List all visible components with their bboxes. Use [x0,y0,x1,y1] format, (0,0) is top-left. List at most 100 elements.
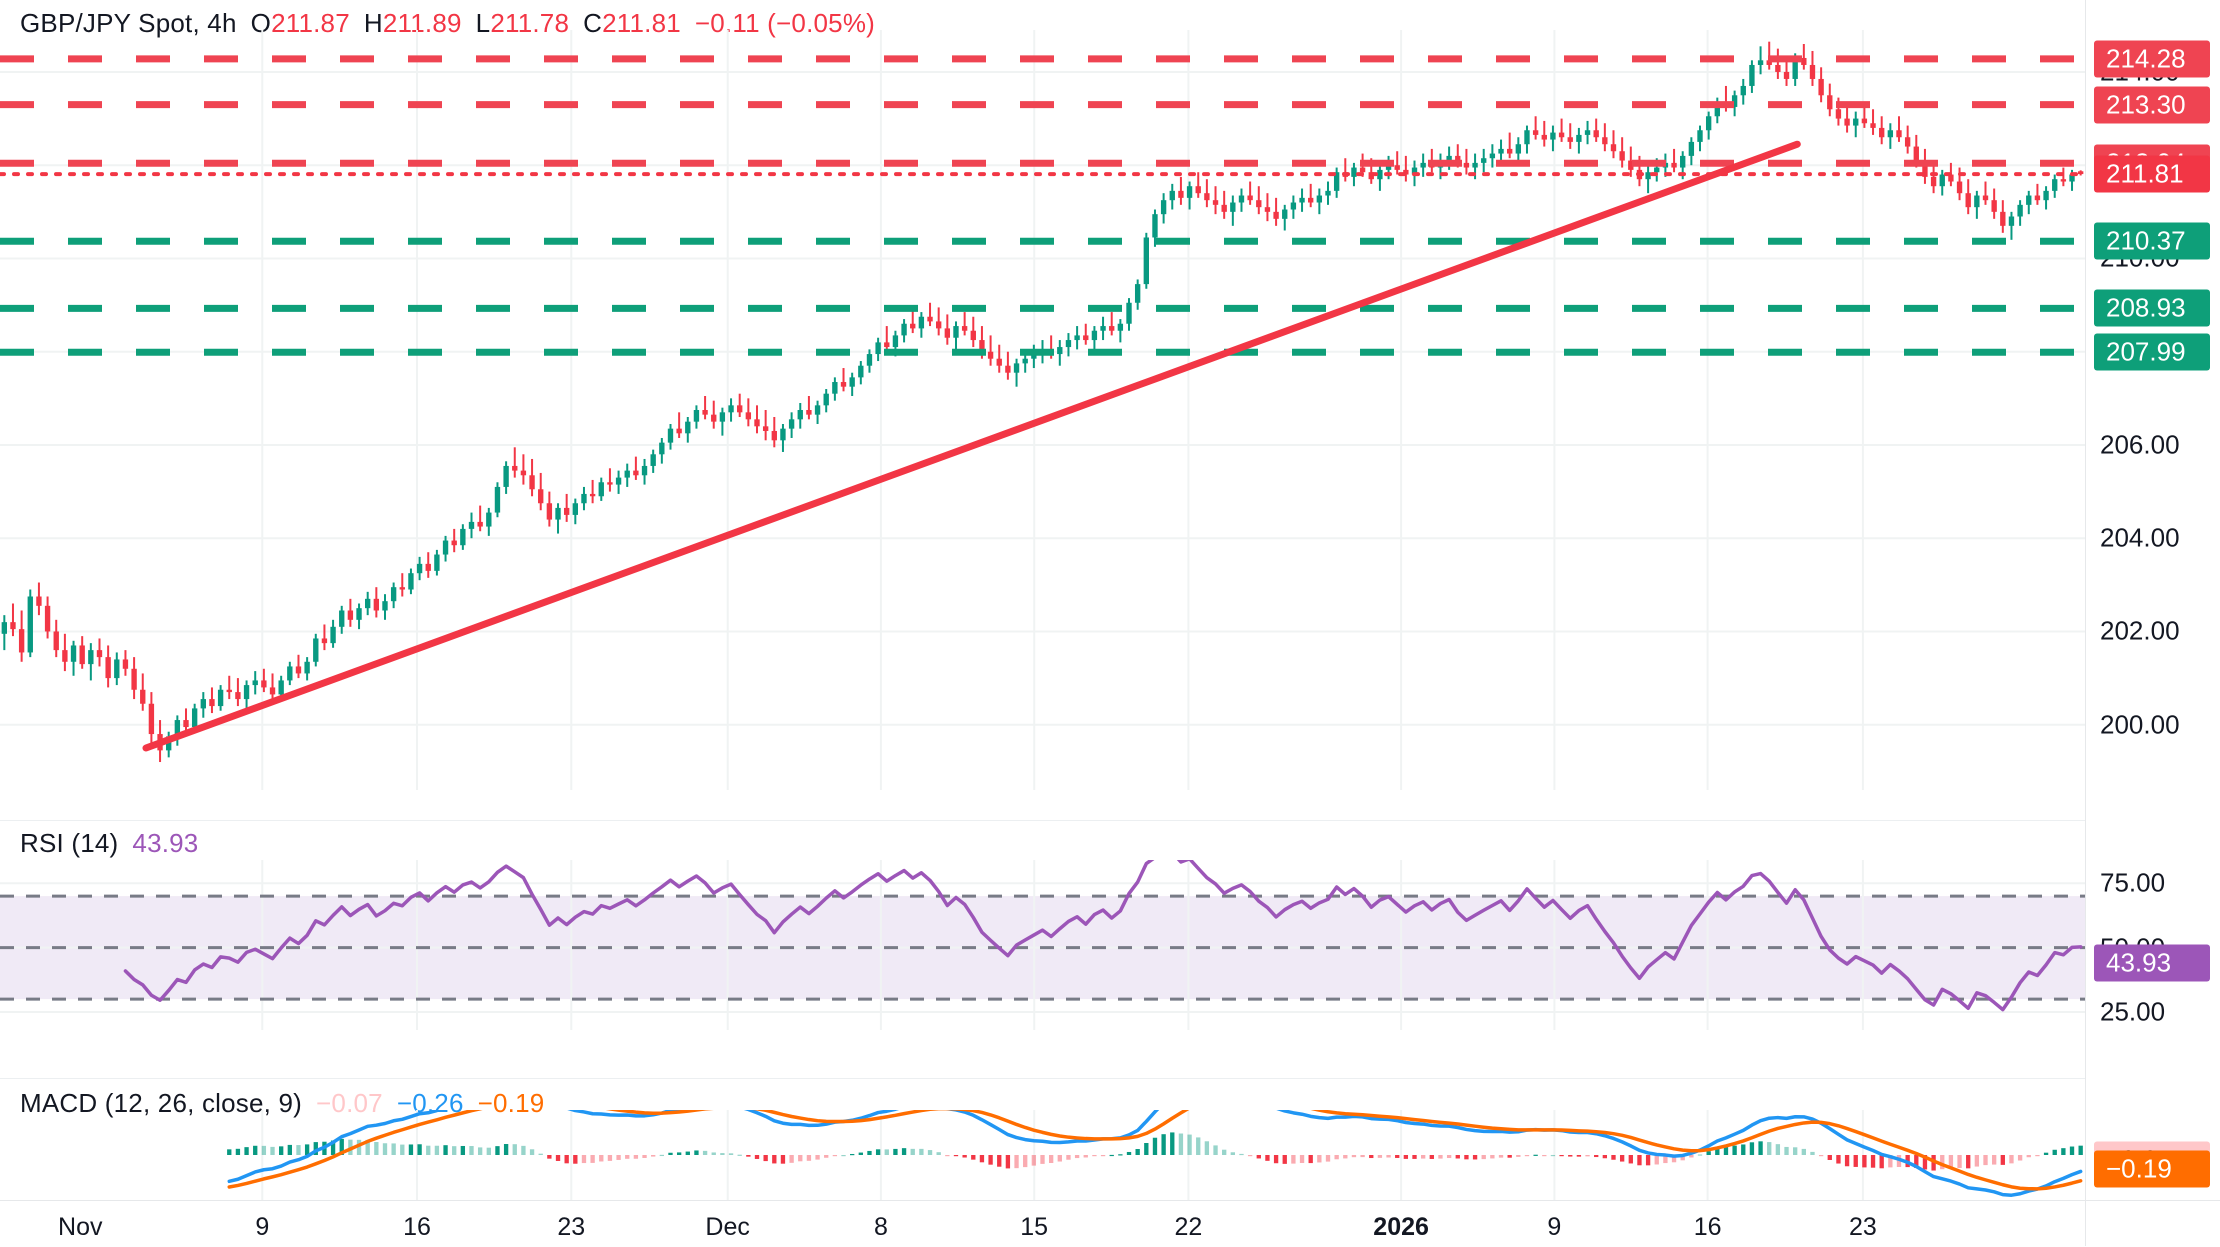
macd-badge-signal[interactable]: −0.19 [2094,1150,2210,1188]
macd-histogram-bar [711,1152,716,1155]
macd-histogram-bar [616,1155,621,1160]
macd-histogram-bar [875,1149,881,1155]
macd-histogram-bar [1524,1155,1530,1157]
rsi-value-badge[interactable]: 43.93 [2094,944,2210,982]
macd-histogram-bar [1957,1155,1962,1168]
macd-pane[interactable] [0,1110,2085,1200]
candle-body [1,622,8,634]
macd-histogram-bar [668,1152,673,1155]
candle-body [1455,155,1461,163]
candle-body [1022,358,1028,364]
macd-histogram-bar [1135,1149,1140,1155]
candle-body [598,482,604,497]
macd-histogram-bar [1023,1155,1028,1168]
macd-histogram-bar [503,1144,509,1155]
candle-body [18,629,25,653]
macd-histogram-bar [2000,1155,2005,1165]
macd-histogram-bar [296,1145,301,1155]
candle-body [1247,195,1253,201]
macd-histogram-bar [1498,1155,1504,1158]
macd-histogram-bar [1317,1155,1322,1163]
candle-body [1930,176,1937,187]
trendline[interactable] [142,140,1801,752]
macd-histogram-bar [2052,1149,2057,1155]
macd-histogram-bar [227,1149,232,1155]
candle-body [1956,181,1963,194]
macd-histogram-bar [841,1155,846,1157]
macd-histogram-bar [1074,1155,1080,1159]
time-axis-tick: 16 [1693,1213,1722,1241]
candle-body [936,321,942,329]
price-badge-support[interactable]: 210.37 [2094,222,2210,260]
candle-body [1671,162,1677,168]
candle-body [754,419,760,427]
candle-body [1809,64,1816,79]
candle-body [546,503,553,520]
candle-body [1351,167,1357,177]
candle-body [685,421,691,434]
rsi-title[interactable]: RSI (14) [20,828,119,858]
macd-histogram-bar [1966,1155,1971,1169]
rsi-pane[interactable] [0,860,2085,1030]
macd-histogram-bar [1395,1155,1400,1158]
macd-histogram-bar [1533,1154,1538,1156]
candle-body [1186,186,1193,198]
macd-histogram-bar [1438,1155,1443,1159]
macd-title[interactable]: MACD (12, 26, close, 9) [20,1088,303,1118]
candle-body [62,650,68,662]
price-pane[interactable] [0,30,2085,790]
macd-histogram-bar [235,1148,241,1155]
candle-body [53,631,59,651]
macd-signal-value: −0.19 [477,1088,545,1118]
candle-body [1204,193,1210,201]
candle-body [659,442,665,455]
candle-body [1160,200,1167,215]
price-badge-support[interactable]: 208.93 [2094,289,2210,327]
candle-body [1645,172,1651,180]
price-badge-current[interactable]: 211.81 [2094,155,2210,193]
macd-histogram-bar [1611,1155,1616,1160]
macd-histogram-bar [512,1144,517,1155]
macd-histogram-bar [1464,1155,1469,1160]
candle-body [1524,130,1530,145]
candle-body [1299,197,1305,203]
macd-histogram-bar [1602,1155,1608,1159]
price-badge-resistance[interactable]: 213.30 [2094,86,2210,124]
macd-histogram-bar [988,1155,993,1165]
price-badge-resistance[interactable]: 214.28 [2094,40,2210,78]
candle-body [434,554,440,571]
candle-body [1584,130,1591,135]
macd-histogram-bar [1749,1142,1755,1155]
close-key: C [583,8,603,38]
candle-body [1515,144,1522,154]
candle-body [356,608,362,620]
candle-body [1749,64,1755,86]
macd-histogram-bar [313,1142,318,1155]
candle-body [987,351,994,359]
time-axis-tick: 22 [1174,1213,1203,1241]
macd-histogram-bar [945,1155,950,1157]
candle-body [408,573,414,590]
candle-body [2052,179,2058,191]
macd-histogram-bar [1568,1155,1573,1157]
symbol-label[interactable]: GBP/JPY Spot, 4h [20,8,237,38]
candle-body [217,689,224,707]
candle-body [944,328,951,338]
candle-body [1619,151,1625,161]
macd-histogram-bar [1741,1144,1746,1155]
candle-body [140,689,146,704]
candle-body [780,428,786,441]
macd-histogram-bar [1914,1155,1919,1168]
price-badge-support[interactable]: 207.99 [2094,333,2210,371]
macd-histogram-bar [824,1155,829,1158]
candle-body [468,521,475,529]
macd-histogram-bar [400,1144,405,1155]
candle-body [2026,195,2032,205]
macd-histogram-bar [1758,1141,1763,1155]
candle-body [901,323,907,336]
macd-histogram-bar [599,1155,604,1162]
macd-histogram-bar [1732,1145,1737,1155]
candle-body [1230,202,1236,212]
candle-body [1178,190,1184,198]
time-axis[interactable]: Nov 9 16 23 Dec 8 15 22 2026 9 16 23 [0,1200,2220,1247]
